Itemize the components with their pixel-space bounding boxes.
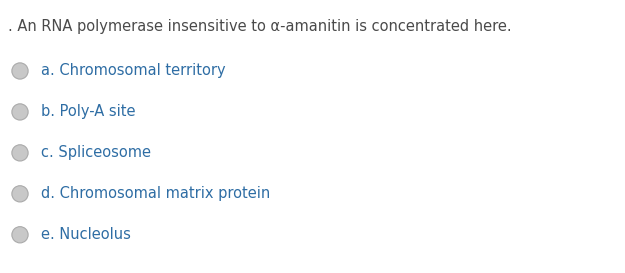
Ellipse shape — [12, 227, 28, 243]
Text: e. Nucleolus: e. Nucleolus — [41, 227, 131, 242]
Ellipse shape — [12, 145, 28, 161]
Text: b. Poly-A site: b. Poly-A site — [41, 105, 135, 119]
Ellipse shape — [12, 63, 28, 79]
Text: c. Spliceosome: c. Spliceosome — [41, 146, 151, 160]
Ellipse shape — [12, 104, 28, 120]
Text: a. Chromosomal territory: a. Chromosomal territory — [41, 64, 225, 78]
Text: . An RNA polymerase insensitive to α-amanitin is concentrated here.: . An RNA polymerase insensitive to α-ama… — [8, 19, 512, 34]
Text: d. Chromosomal matrix protein: d. Chromosomal matrix protein — [41, 186, 270, 201]
Ellipse shape — [12, 186, 28, 202]
